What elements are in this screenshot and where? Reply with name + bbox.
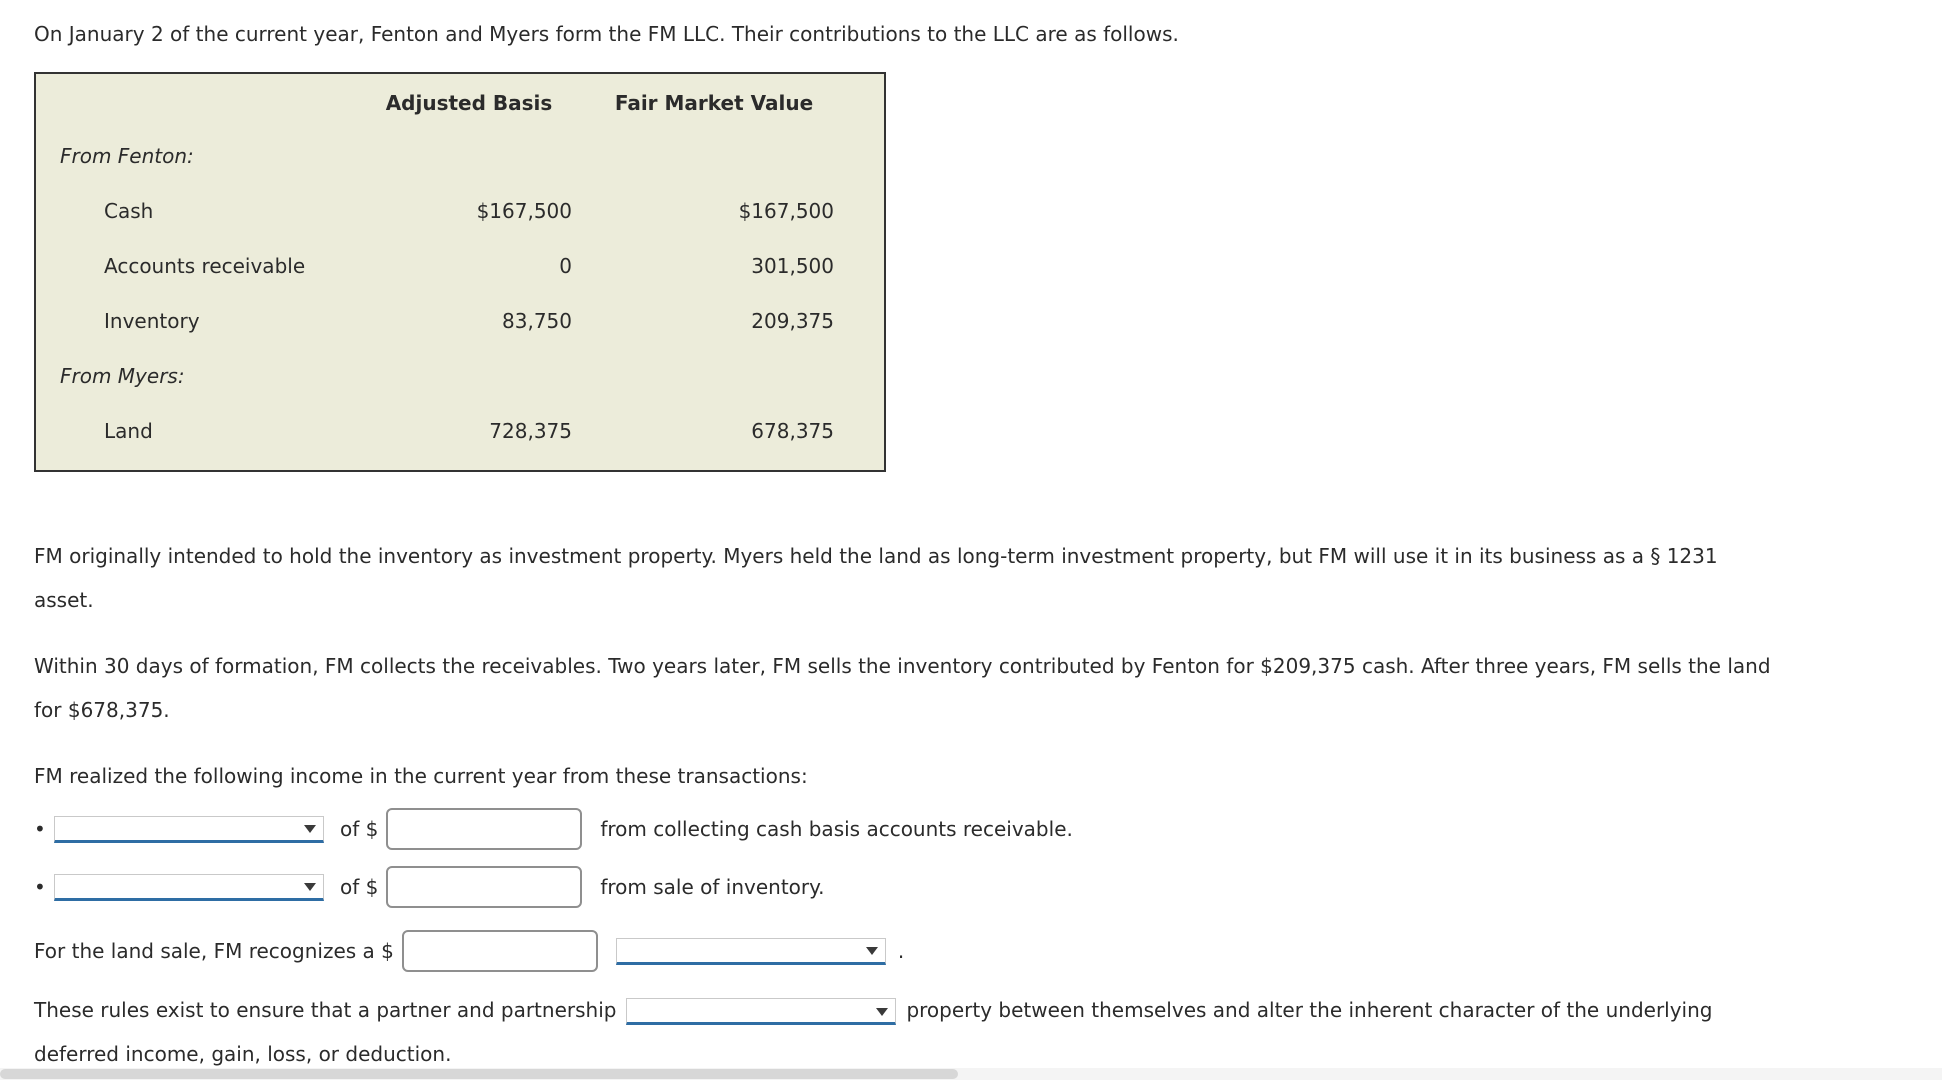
closing-suffix-text: property between themselves and alter th… (34, 998, 1713, 1066)
col-header-adjusted-basis: Adjusted Basis (385, 91, 553, 115)
chevron-down-icon (304, 825, 316, 833)
dropdown-selected-value (55, 835, 87, 836)
row-label: Land (104, 418, 153, 443)
closing-paragraph: These rules exist to ensure that a partn… (34, 988, 1774, 1076)
adjusted-basis-value: 0 (559, 253, 572, 278)
income-type-dropdown-receivables[interactable] (54, 815, 324, 843)
amount-input-inventory[interactable] (386, 866, 583, 908)
table-row-cash: Cash $167,500 $167,500 (36, 183, 884, 238)
adjusted-basis-value: 728,375 (489, 418, 572, 443)
chevron-down-icon (876, 1007, 889, 1016)
bullet-icon: • (34, 817, 46, 841)
adjusted-basis-value: $167,500 (476, 198, 572, 223)
horizontal-scrollbar-thumb[interactable] (0, 1069, 958, 1079)
amount-input-land[interactable] (401, 930, 598, 972)
answer-row-inventory: • of $ from sale of inventory. (34, 864, 1774, 910)
answer-row-receivables: • of $ from collecting cash basis accoun… (34, 806, 1774, 852)
table-row-from-myers: From Myers: (36, 348, 884, 403)
table-row-accounts-receivable: Accounts receivable 0 301,500 (36, 238, 884, 293)
paragraph-collections: Within 30 days of formation, FM collects… (34, 654, 1771, 722)
closing-prefix-text: These rules exist to ensure that a partn… (34, 998, 617, 1022)
chevron-down-icon (304, 883, 316, 891)
paragraph-inventory-intent: FM originally intended to hold the inven… (34, 544, 1718, 612)
col-header-fair-market-value: Fair Market Value (614, 91, 814, 115)
bullet-icon: • (34, 875, 46, 899)
intro-text: On January 2 of the current year, Fenton… (34, 22, 1179, 46)
table-row-from-fenton: From Fenton: (36, 128, 884, 183)
row-label: From Fenton: (60, 143, 194, 168)
fair-market-value: 209,375 (751, 308, 834, 333)
rules-action-dropdown[interactable] (626, 998, 897, 1028)
table-row-inventory: Inventory 83,750 209,375 (36, 293, 884, 348)
adjusted-basis-value: 83,750 (502, 308, 572, 333)
horizontal-scrollbar-track[interactable] (0, 1068, 1942, 1080)
land-sale-text: For the land sale, FM recognizes a $ (34, 939, 394, 963)
dropdown-selected-value (627, 1027, 659, 1028)
row-label: From Myers: (60, 363, 185, 388)
answer-suffix-text: from collecting cash basis accounts rece… (600, 817, 1073, 841)
amount-input-receivables[interactable] (386, 808, 583, 850)
gain-type-dropdown-land[interactable] (615, 937, 886, 965)
dropdown-selected-value (617, 957, 649, 958)
fair-market-value: 678,375 (751, 418, 834, 443)
of-dollar-label: of $ (340, 875, 379, 899)
income-type-dropdown-inventory[interactable] (54, 873, 324, 901)
fair-market-value: $167,500 (738, 198, 834, 223)
table-row-land: Land 728,375 678,375 (36, 403, 884, 458)
answer-suffix-text: from sale of inventory. (600, 875, 825, 899)
table-header-row: Adjusted Basis Fair Market Value (36, 78, 884, 128)
period-text: . (897, 939, 905, 963)
dropdown-selected-value (55, 893, 87, 894)
row-label: Accounts receivable (104, 253, 306, 278)
land-sale-row: For the land sale, FM recognizes a $ . (34, 928, 1902, 974)
row-label: Inventory (104, 308, 200, 333)
contributions-table: Adjusted Basis Fair Market Value From Fe… (34, 72, 886, 472)
chevron-down-icon (865, 947, 878, 955)
fair-market-value: 301,500 (751, 253, 834, 278)
of-dollar-label: of $ (340, 817, 379, 841)
row-label: Cash (104, 198, 154, 223)
paragraph-realized-income: FM realized the following income in the … (34, 764, 808, 788)
